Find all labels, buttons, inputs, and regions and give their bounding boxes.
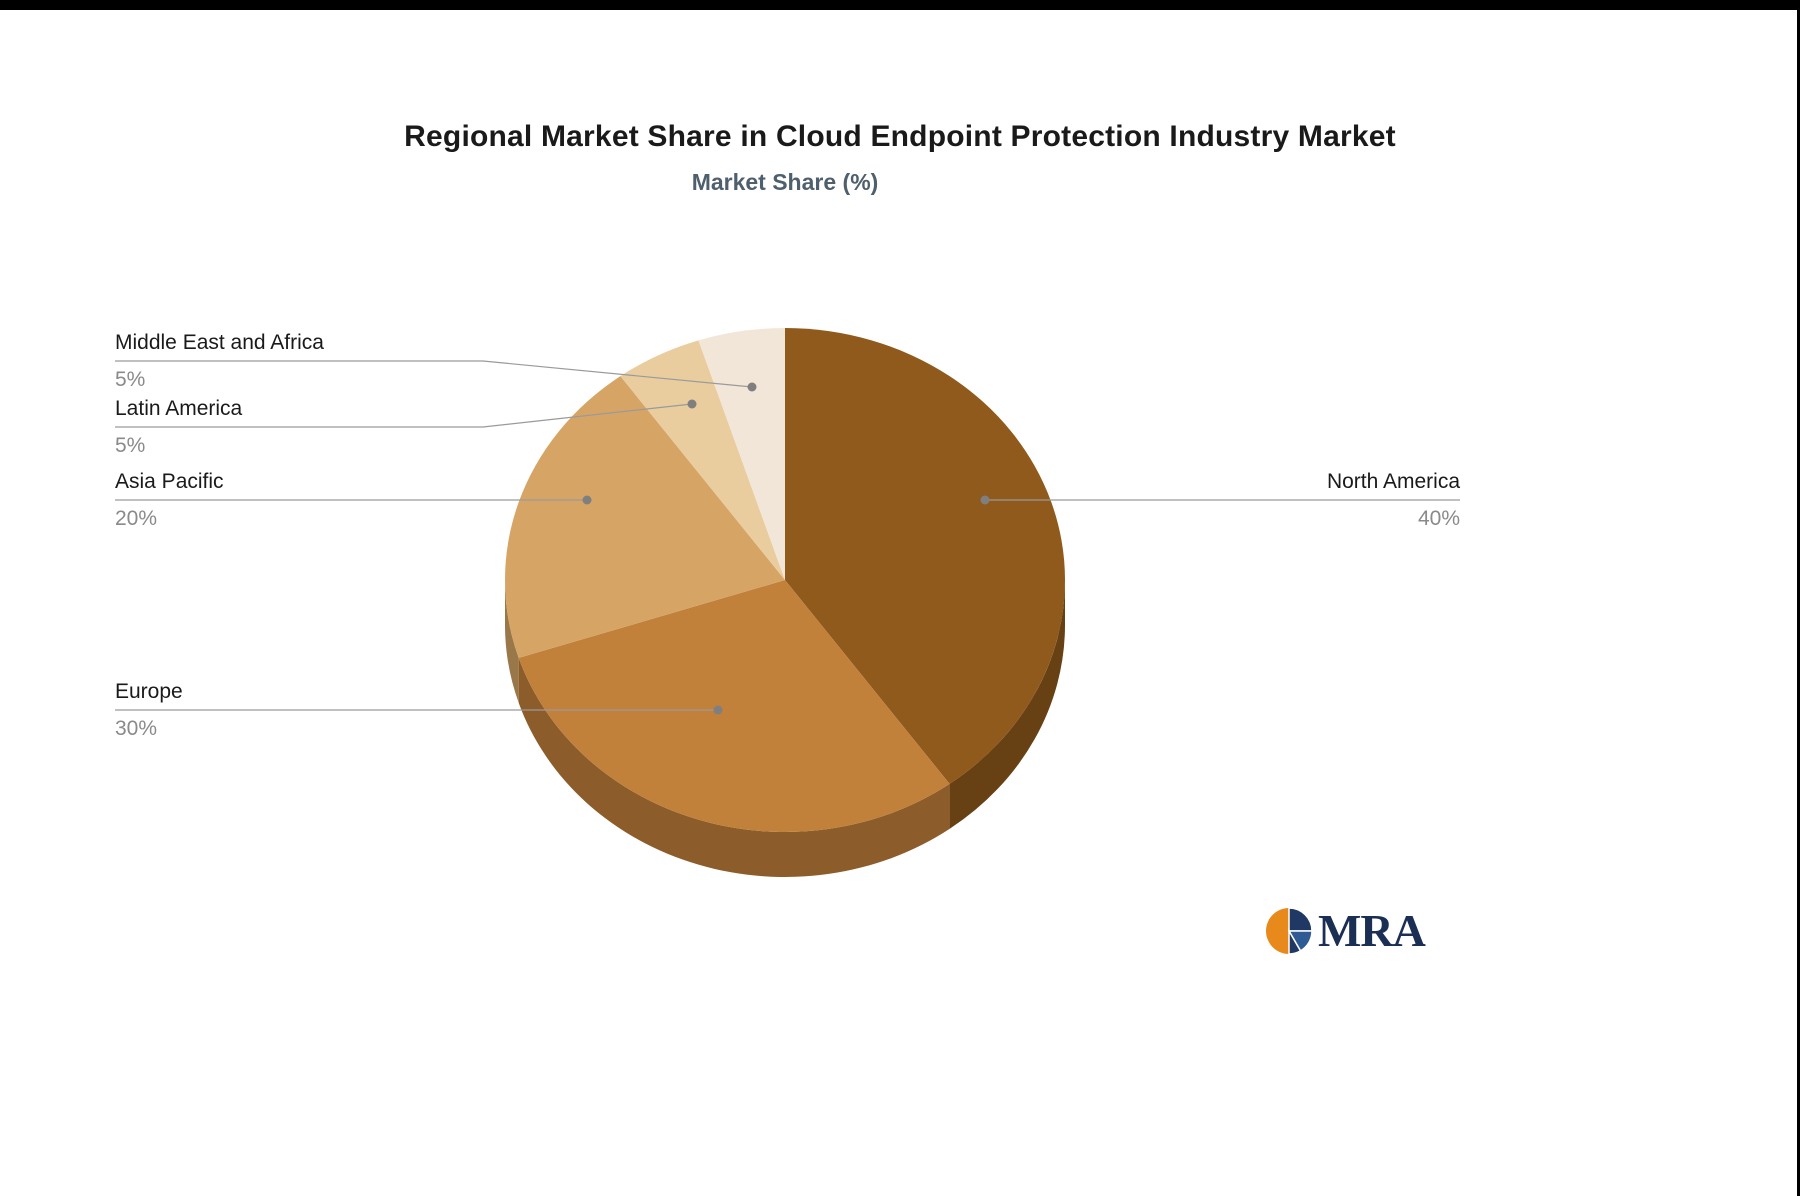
slice-value-middle-east-and-africa: 5%: [115, 368, 146, 391]
pie-slice-side-europe: [518, 657, 950, 877]
pie-slice-middle-east-and-africa[interactable]: [698, 327, 785, 580]
slice-label-asia-pacific: Asia Pacific: [115, 470, 224, 493]
leader-dot-europe: [713, 705, 723, 715]
pie-slice-latin-america[interactable]: [620, 340, 785, 580]
slice-label-europe: Europe: [115, 680, 183, 703]
slice-value-latin-america: 5%: [115, 434, 146, 457]
slice-label-group-middle-east-and-africa: Middle East and Africa 5%: [115, 330, 324, 393]
slice-label-latin-america: Latin America: [115, 397, 243, 420]
pie-slice-side-north-america: [949, 580, 1065, 829]
slice-value-europe: 30%: [115, 717, 158, 740]
leader-lines: [115, 360, 1460, 711]
pie-slices: [504, 327, 1065, 877]
leader-dot-asia-pacific: [582, 495, 592, 505]
slice-label-group-europe: Europe 30%: [115, 679, 183, 742]
leader-latin-america: [115, 403, 693, 428]
slice-label-group-asia-pacific: Asia Pacific 20%: [115, 469, 224, 532]
slice-label-group-north-america: North America 40%: [1327, 469, 1460, 532]
window-edge-top: [0, 0, 1800, 10]
slice-label-group-latin-america: Latin America 5%: [115, 396, 242, 459]
window-edge-right: [1797, 0, 1800, 1196]
pie-slice-asia-pacific[interactable]: [504, 376, 785, 658]
chart-subtitle: Market Share (%): [691, 169, 879, 195]
slice-value-north-america: 40%: [1417, 507, 1460, 530]
pie-slice-side-asia-pacific: [505, 580, 519, 703]
leader-middle-east-and-africa: [115, 360, 753, 388]
slice-value-asia-pacific: 20%: [115, 507, 158, 530]
logo-pie-icon: [1266, 907, 1313, 955]
logo-text: MRA: [1318, 905, 1426, 956]
brand-logo: MRA: [1263, 903, 1426, 959]
slice-label-middle-east-and-africa: Middle East and Africa: [115, 331, 324, 354]
slice-label-north-america: North America: [1326, 470, 1460, 493]
pie-slice-europe[interactable]: [518, 580, 950, 832]
leader-dot-latin-america: [687, 399, 697, 409]
chart-title: Regional Market Share in Cloud Endpoint …: [404, 120, 1396, 153]
pie-slice-north-america[interactable]: [785, 328, 1065, 784]
leader-dots: [582, 382, 990, 715]
leader-dot-north-america: [980, 495, 990, 505]
leader-dot-middle-east-and-africa: [747, 382, 757, 392]
